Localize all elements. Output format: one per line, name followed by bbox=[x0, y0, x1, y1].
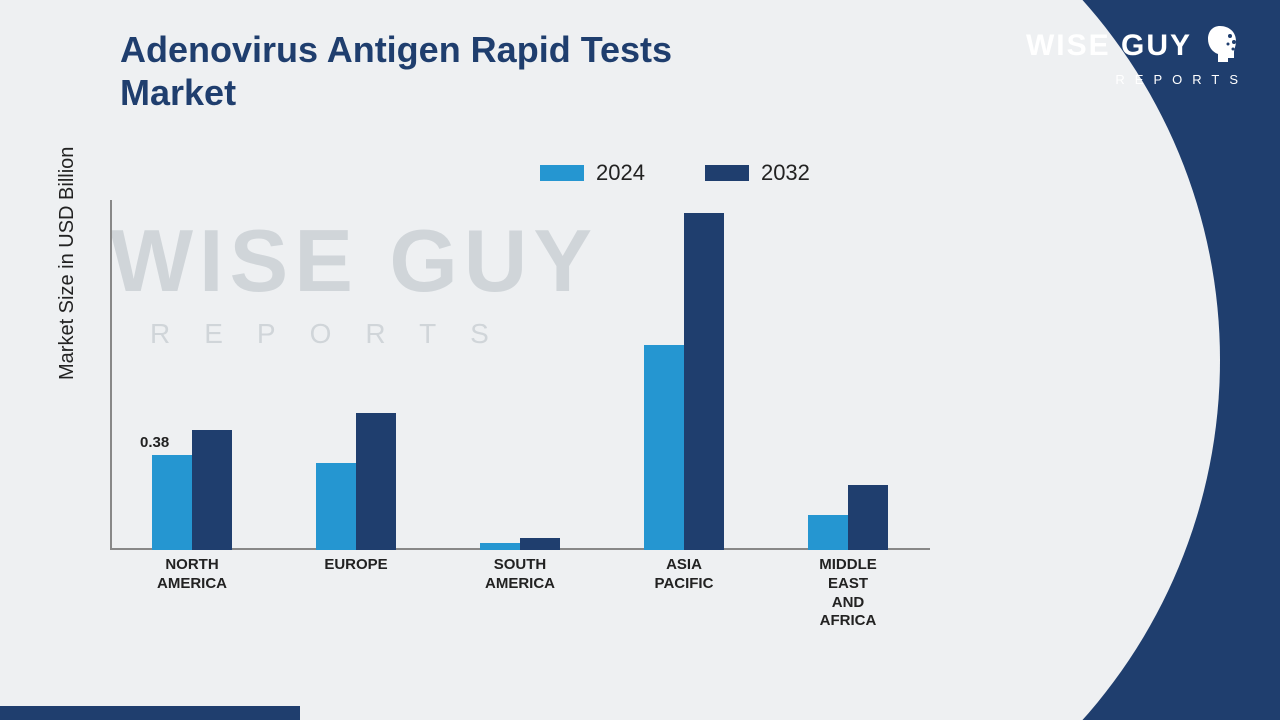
footer-accent-bar bbox=[0, 706, 300, 720]
bar-series-a bbox=[152, 455, 192, 550]
category-label: ASIAPACIFIC bbox=[602, 556, 766, 631]
category-label: EUROPE bbox=[274, 556, 438, 631]
category-label: NORTHAMERICA bbox=[110, 556, 274, 631]
logo-text-line2: REPORTS bbox=[1026, 72, 1248, 87]
legend-swatch-b bbox=[705, 165, 749, 181]
bar-group bbox=[602, 200, 766, 550]
bar-series-b bbox=[356, 413, 396, 551]
category-labels: NORTHAMERICAEUROPESOUTHAMERICAASIAPACIFI… bbox=[110, 556, 930, 631]
y-axis-label: Market Size in USD Billion bbox=[56, 147, 79, 380]
chart-title: Adenovirus Antigen Rapid Tests Market bbox=[120, 28, 760, 114]
bar-series-b bbox=[520, 538, 560, 551]
bar-value-label: 0.38 bbox=[140, 434, 169, 451]
head-icon bbox=[1200, 22, 1248, 70]
brand-logo: WISE GUY REPORTS bbox=[1026, 22, 1248, 87]
bar-series-a bbox=[316, 463, 356, 551]
bar-group bbox=[766, 200, 930, 550]
bar-series-a bbox=[808, 515, 848, 550]
bar-group: 0.38 bbox=[110, 200, 274, 550]
chart-card: WISE GUY REPORTS Adenovirus Antigen Rapi… bbox=[0, 0, 1280, 720]
bar-series-a bbox=[644, 345, 684, 550]
category-label: MIDDLEEASTANDAFRICA bbox=[766, 556, 930, 631]
bar-groups: 0.38 bbox=[110, 200, 930, 550]
legend-label-a: 2024 bbox=[596, 160, 645, 186]
bar-group bbox=[438, 200, 602, 550]
legend-swatch-a bbox=[540, 165, 584, 181]
bar-series-b bbox=[192, 430, 232, 550]
legend-label-b: 2032 bbox=[761, 160, 810, 186]
bar-series-a bbox=[480, 543, 520, 551]
legend-item-2032: 2032 bbox=[705, 160, 810, 186]
bar-series-b bbox=[848, 485, 888, 550]
logo-text-line1: WISE GUY bbox=[1026, 29, 1192, 63]
legend-item-2024: 2024 bbox=[540, 160, 645, 186]
legend: 2024 2032 bbox=[540, 160, 810, 186]
category-label: SOUTHAMERICA bbox=[438, 556, 602, 631]
bar-group bbox=[274, 200, 438, 550]
bar-chart: 0.38 bbox=[110, 200, 930, 550]
bar-series-b bbox=[684, 213, 724, 551]
